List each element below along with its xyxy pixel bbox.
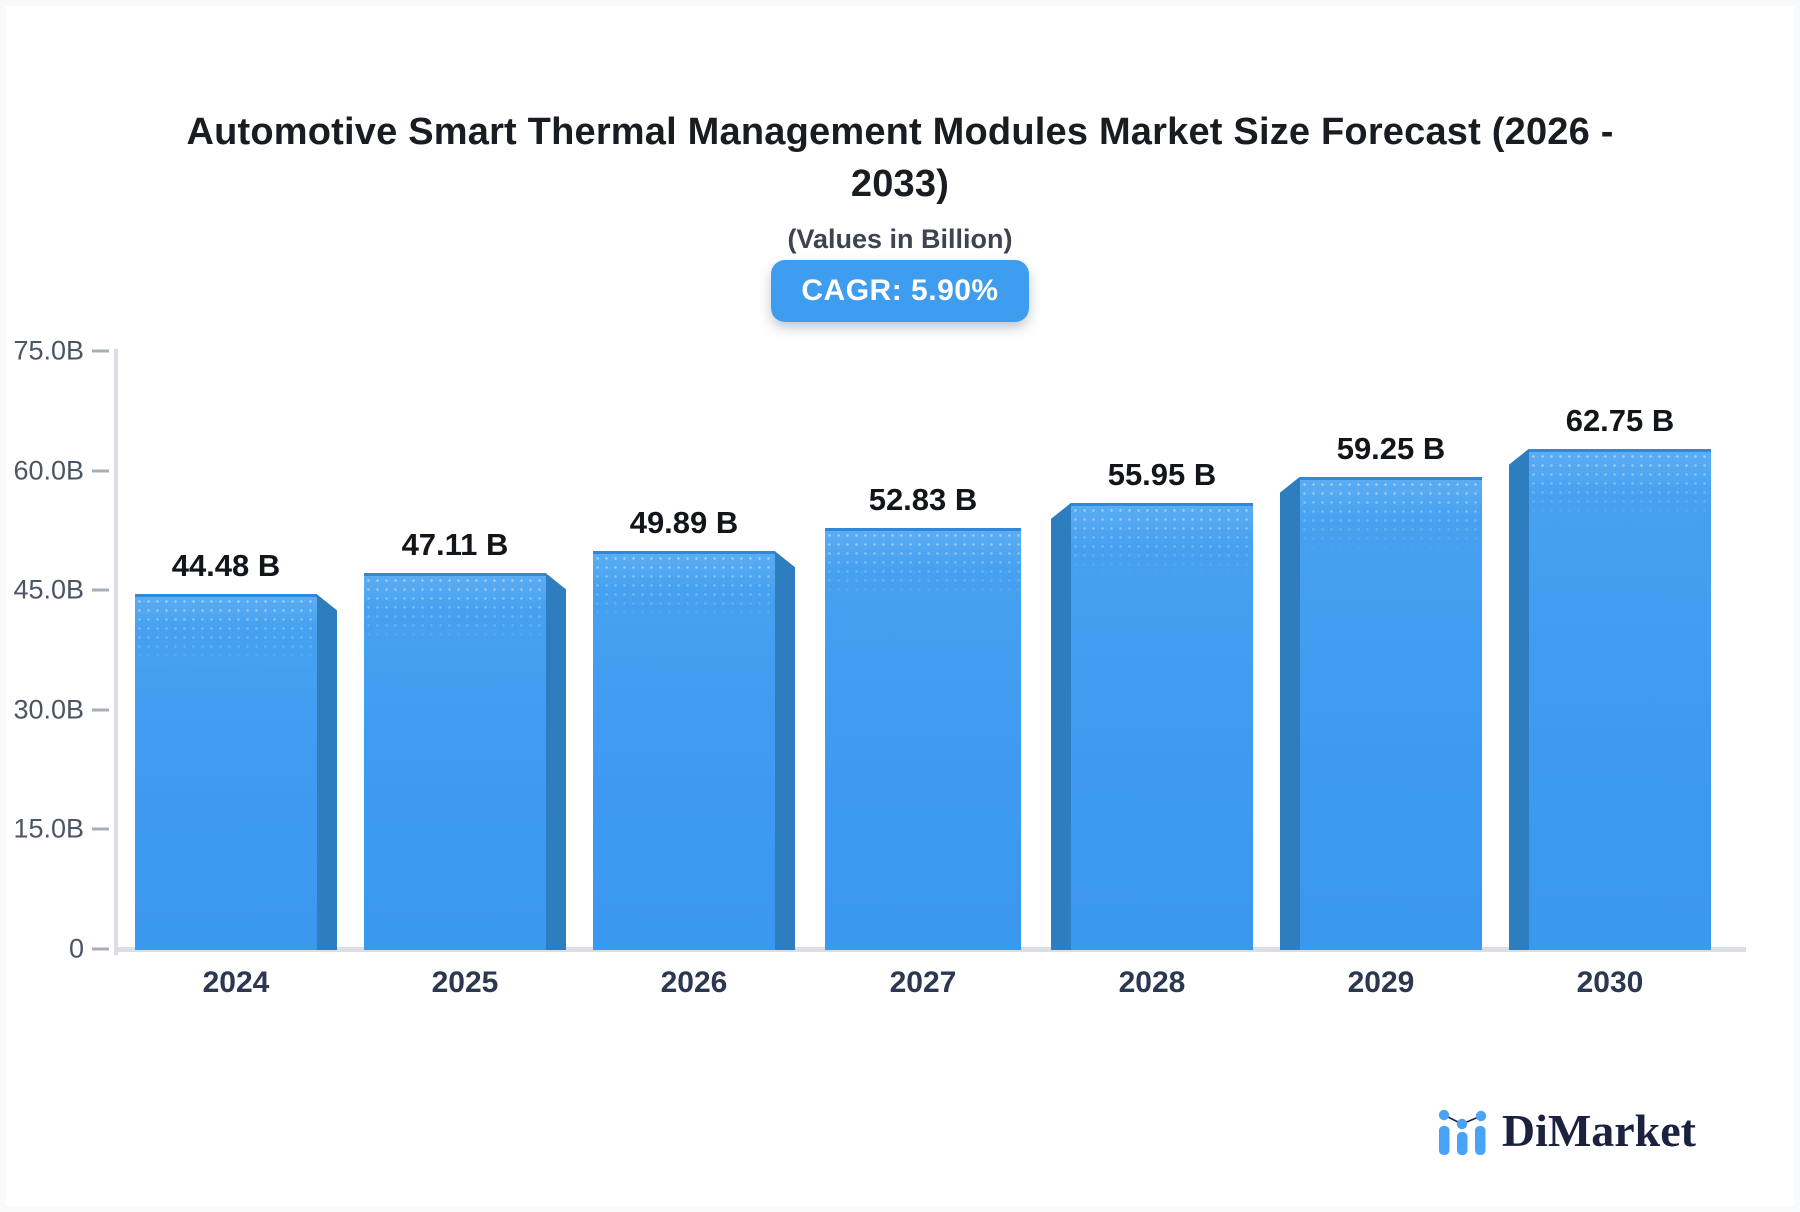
x-axis-category-label: 2028 <box>1118 966 1186 999</box>
bar-face <box>1529 448 1711 950</box>
bar-value-label: 49.89 B <box>629 505 739 541</box>
dimarket-logo-text: DiMarket <box>1501 1105 1696 1156</box>
bar-3d-side <box>775 551 795 950</box>
x-axis-category-label: 2030 <box>1576 966 1644 999</box>
x-axis-category-label: 2026 <box>660 966 728 999</box>
bar-2028 <box>1051 502 1253 950</box>
bar-face <box>1071 502 1253 950</box>
bar-texture <box>1529 451 1711 526</box>
bar-chart: 75.0B 60.0B 45.0B 30.0B 15.0B 0 44.48 B 2024 47.… <box>6 6 1794 1206</box>
x-axis-category-label: 2025 <box>431 966 499 999</box>
x-axis-category-label: 2024 <box>202 966 270 999</box>
bar-value-label: 55.95 B <box>1107 456 1217 492</box>
cagr-badge-row: CAGR: 5.90% <box>6 260 1794 322</box>
bar-2027 <box>825 527 1021 950</box>
chart-title: Automotive Smart Thermal Management Modu… <box>6 106 1794 210</box>
bar-2029 <box>1280 476 1482 950</box>
bar-face <box>135 594 317 950</box>
bar-line-chart-icon <box>1438 1109 1487 1155</box>
bar-face <box>593 551 775 950</box>
y-axis-tick-mark <box>92 708 109 712</box>
y-axis-tick-label: 45.0B <box>13 574 84 605</box>
bar-value-label: 47.11 B <box>401 527 509 563</box>
bar-value-label: 44.48 B <box>171 548 281 584</box>
chart-subtitle: (Values in Billion) <box>787 224 1013 254</box>
y-axis-tick-label: 15.0B <box>13 813 84 844</box>
chart-title-line2: 2033) <box>850 163 950 205</box>
dimarket-logo: DiMarket <box>1438 1104 1696 1157</box>
y-axis-line <box>114 349 118 955</box>
bar-3d-side <box>317 594 337 950</box>
bar-2024 <box>135 594 337 950</box>
y-axis-tick-label: 75.0B <box>13 335 84 366</box>
bar-3d-side <box>1051 502 1071 950</box>
bar-3d-side <box>1280 476 1300 950</box>
bar-value-label: 62.75 B <box>1565 402 1675 438</box>
y-axis-tick-mark <box>92 947 109 951</box>
x-axis-category-label: 2027 <box>889 966 957 999</box>
cagr-badge: CAGR: 5.90% <box>771 260 1029 322</box>
bar-face <box>364 573 546 950</box>
bar-value-label: 52.83 B <box>868 481 978 517</box>
y-axis-tick-mark <box>92 588 109 592</box>
bar-texture <box>1300 479 1482 554</box>
bar-value-label: 59.25 B <box>1336 430 1446 466</box>
chart-card: Automotive Smart Thermal Management Modu… <box>6 6 1794 1206</box>
bar-face <box>1300 476 1482 950</box>
bar-face <box>825 527 1021 950</box>
bar-3d-side <box>1509 448 1529 950</box>
y-axis-tick-mark <box>92 469 109 473</box>
bar-2025 <box>364 573 566 950</box>
y-axis-tick-label: 30.0B <box>13 694 84 725</box>
bar-texture <box>593 554 775 629</box>
y-axis-tick-mark <box>92 827 109 831</box>
chart-title-line1: Automotive Smart Thermal Management Modu… <box>186 111 1614 153</box>
bar-2026 <box>593 551 795 950</box>
bar-texture <box>825 530 1021 605</box>
x-axis-category-label: 2029 <box>1347 966 1415 999</box>
y-axis-tick-label: 0 <box>68 933 84 964</box>
bar-3d-side <box>546 573 566 950</box>
bar-2030 <box>1509 448 1711 950</box>
bar-texture <box>135 597 317 672</box>
y-axis-tick-label: 60.0B <box>13 455 84 486</box>
bar-texture <box>1071 505 1253 580</box>
y-axis-tick-mark <box>92 349 109 353</box>
bar-texture <box>364 576 546 651</box>
